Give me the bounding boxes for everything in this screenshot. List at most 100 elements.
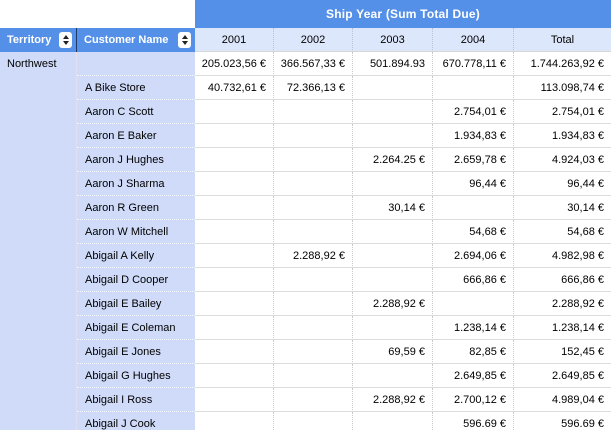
- table-row: Aaron J Sharma 96,44 €96,44 €: [77, 172, 611, 196]
- table-row: Abigail E Coleman 1.238,14 €1.238,14 €: [77, 316, 611, 340]
- value-cell: 1.934,83 €: [432, 124, 513, 148]
- value-cell: [352, 364, 432, 388]
- value-cell: 40.732,61 €: [195, 76, 273, 100]
- customer-name-cell: Abigail E Bailey: [77, 292, 195, 316]
- value-cell: 596.69 €: [513, 412, 611, 430]
- value-cell: [273, 292, 352, 316]
- value-cell: [432, 196, 513, 220]
- value-cell: 4.989,04 €: [513, 388, 611, 412]
- value-cell: 501.894.93: [352, 52, 432, 76]
- sort-desc-icon: [62, 41, 69, 45]
- value-cell: [352, 244, 432, 268]
- value-cell: [352, 172, 432, 196]
- value-cell: 69,59 €: [352, 340, 432, 364]
- table-row: Abigail A Kelly 2.288,92 € 2.694,06 €4.982…: [77, 244, 611, 268]
- pivot-banner-title: Ship Year (Sum Total Due): [195, 0, 611, 28]
- field-header-row: Territory Customer Name 2001 2002 2003 2…: [0, 28, 611, 52]
- value-cell: [273, 100, 352, 124]
- value-cell: [195, 292, 273, 316]
- table-row: Abigail E Jones 69,59 €82,85 €152,45 €: [77, 340, 611, 364]
- sort-arrows-icon[interactable]: [178, 32, 191, 48]
- table-row: Abigail G Hughes 2.649,85 €2.649,85 €: [77, 364, 611, 388]
- value-cell: [195, 364, 273, 388]
- value-cell: [195, 196, 273, 220]
- value-cell: [195, 388, 273, 412]
- value-cell: 72.366,13 €: [273, 76, 352, 100]
- territory-merged-cell: Northwest: [0, 52, 77, 430]
- customer-name-cell: Abigail E Jones: [77, 340, 195, 364]
- value-cell: [352, 268, 432, 292]
- territory-label: Northwest: [7, 58, 57, 70]
- year-header-2004[interactable]: 2004: [432, 28, 513, 52]
- table-row: Abigail D Cooper 666,86 €666,86 €: [77, 268, 611, 292]
- customer-name-cell: Aaron W Mitchell: [77, 220, 195, 244]
- value-cell: 2.700,12 €: [432, 388, 513, 412]
- value-cell: [273, 124, 352, 148]
- value-cell: [352, 124, 432, 148]
- value-cell: [195, 340, 273, 364]
- value-cell: [195, 268, 273, 292]
- customer-column-header[interactable]: Customer Name: [77, 28, 195, 52]
- value-cell: [273, 268, 352, 292]
- customer-name-cell: Abigail J Cook: [77, 412, 195, 430]
- year-header-2001[interactable]: 2001: [195, 28, 273, 52]
- value-cell: [195, 100, 273, 124]
- customer-name-cell: Abigail G Hughes: [77, 364, 195, 388]
- table-row: A Bike Store 40.732,61 €72.366,13 € 113.09…: [77, 76, 611, 100]
- value-cell: 596.69 €: [432, 412, 513, 430]
- value-cell: 2.288,92 €: [352, 292, 432, 316]
- year-header-2003[interactable]: 2003: [352, 28, 432, 52]
- value-cell: 2.754,01 €: [513, 100, 611, 124]
- value-cell: [195, 316, 273, 340]
- value-cell: 1.934,83 €: [513, 124, 611, 148]
- value-cell: [195, 124, 273, 148]
- value-cell: 205.023,56 €: [195, 52, 273, 76]
- territory-column-header[interactable]: Territory: [0, 28, 77, 52]
- value-cell: [273, 412, 352, 430]
- value-cell: [273, 172, 352, 196]
- value-cell: 2.694,06 €: [432, 244, 513, 268]
- value-cell: 4.982,98 €: [513, 244, 611, 268]
- value-cell: [352, 412, 432, 430]
- sort-asc-icon: [181, 35, 188, 39]
- sort-arrows-icon[interactable]: [59, 32, 72, 48]
- value-cell: 670.778,11 €: [432, 52, 513, 76]
- value-cell: [195, 412, 273, 430]
- value-cell: 666,86 €: [513, 268, 611, 292]
- value-cell: 2.659,78 €: [432, 148, 513, 172]
- value-cell: 1.238,14 €: [513, 316, 611, 340]
- value-cell: [195, 148, 273, 172]
- total-column-header[interactable]: Total: [513, 28, 611, 52]
- customer-name-cell: Abigail E Coleman: [77, 316, 195, 340]
- value-cell: 4.924,03 €: [513, 148, 611, 172]
- table-row: Abigail J Cook 596.69 €596.69 €: [77, 412, 611, 430]
- customer-name-cell: Aaron C Scott: [77, 100, 195, 124]
- table-row: Abigail E Bailey 2.288,92 € 2.288,92 €: [77, 292, 611, 316]
- value-cell: [195, 220, 273, 244]
- value-cell: 30,14 €: [352, 196, 432, 220]
- customer-name-cell: Aaron R Green: [77, 196, 195, 220]
- value-cell: 2.264.25 €: [352, 148, 432, 172]
- table-row: Aaron R Green 30,14 € 30,14 €: [77, 196, 611, 220]
- customer-name-cell: Aaron E Baker: [77, 124, 195, 148]
- customer-name-cell: Abigail I Ross: [77, 388, 195, 412]
- sort-desc-icon: [181, 41, 188, 45]
- value-cell: [352, 220, 432, 244]
- value-cell: 666,86 €: [432, 268, 513, 292]
- value-cell: [273, 220, 352, 244]
- value-cell: [352, 76, 432, 100]
- value-cell: 2.288,92 €: [352, 388, 432, 412]
- rows-area: 205.023,56 €366.567,33 €501.894.93 670.77…: [77, 52, 611, 430]
- corner-spacer: [0, 0, 195, 28]
- table-row: Aaron W Mitchell 54,68 €54,68 €: [77, 220, 611, 244]
- territory-header-label: Territory: [7, 34, 52, 46]
- value-cell: [432, 292, 513, 316]
- value-cell: 82,85 €: [432, 340, 513, 364]
- value-cell: 54,68 €: [432, 220, 513, 244]
- value-cell: 30,14 €: [513, 196, 611, 220]
- column-header-area: Ship Year (Sum Total Due): [0, 0, 611, 28]
- customer-name-cell: [77, 52, 195, 76]
- value-cell: [195, 172, 273, 196]
- year-header-2002[interactable]: 2002: [273, 28, 352, 52]
